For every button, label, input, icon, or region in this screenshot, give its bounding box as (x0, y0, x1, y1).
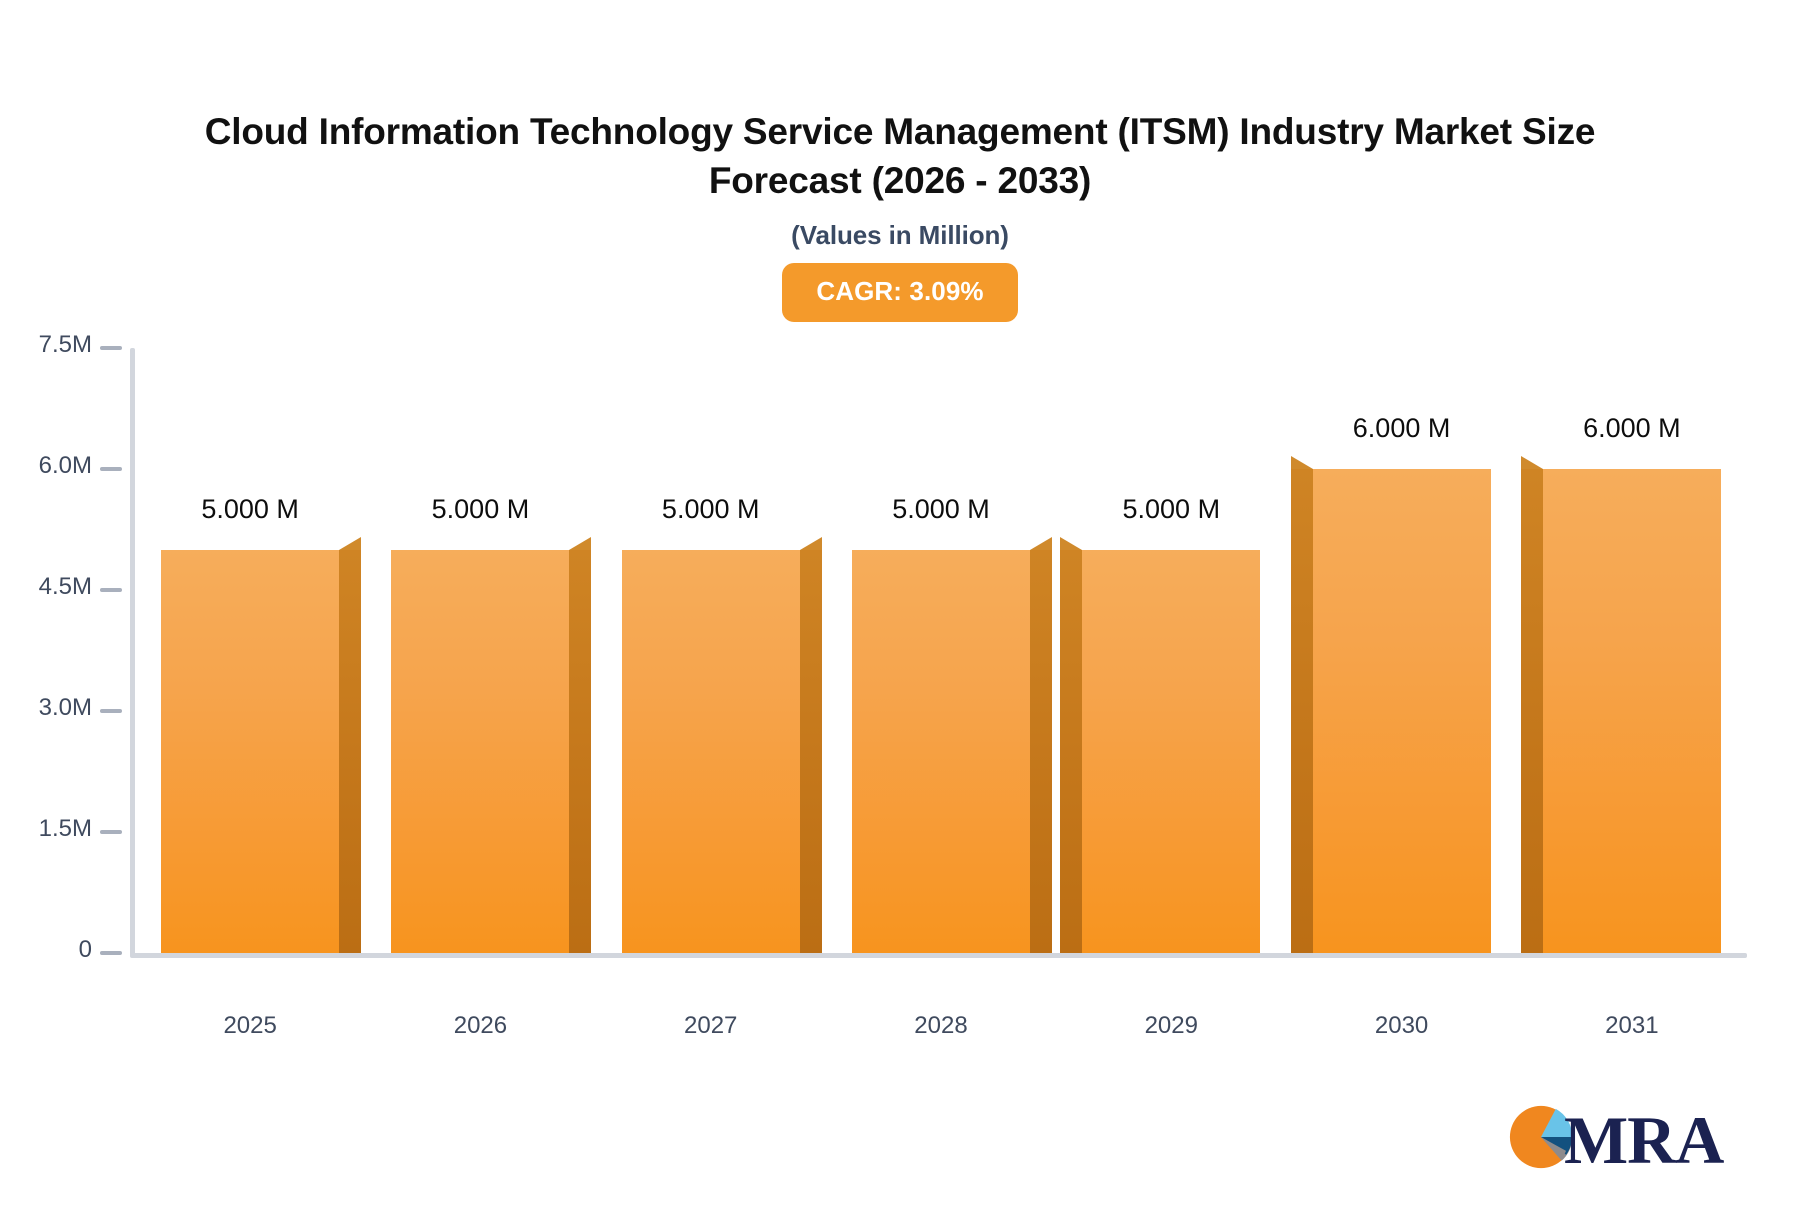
x-axis-label-2027: 2027 (684, 1012, 738, 1039)
y-axis-tick-label: 7.5M (38, 331, 92, 358)
bar-side-panel (1520, 469, 1543, 953)
bar-top-bevel (1060, 536, 1083, 550)
pie-chart-mark-icon (1504, 1100, 1578, 1179)
bar-side-panel (1060, 549, 1083, 953)
bar-face (1082, 549, 1261, 953)
y-axis-line (130, 348, 135, 957)
y-axis-tick-mark (100, 830, 122, 834)
y-axis-tick-mark (100, 467, 122, 471)
bar-2030[interactable] (1290, 456, 1491, 953)
bar-face (1542, 469, 1721, 953)
bar-value-label: 5.000 M (1122, 493, 1221, 524)
bar-value-label: 5.000 M (892, 493, 990, 524)
y-axis-tick-label: 1.5M (38, 815, 92, 842)
page-title: Cloud Information Technology Service Man… (204, 111, 1596, 201)
x-axis-line (130, 953, 1747, 958)
bar-side-panel (1030, 549, 1052, 953)
bar-face (161, 549, 340, 953)
y-axis-tick-mark (100, 346, 122, 350)
mra-logo: MRA (1504, 1100, 1724, 1179)
cagr-badge-wrap: CAGR: 3.09% (0, 263, 1800, 322)
x-axis-label-2030: 2030 (1374, 1012, 1429, 1039)
x-axis-label-2029: 2029 (1144, 1012, 1198, 1039)
bar-face (621, 549, 800, 953)
bar-2027[interactable] (621, 536, 822, 953)
y-axis-tick-label: 4.5M (38, 573, 92, 600)
bar-2026[interactable] (391, 536, 592, 953)
x-axis-label-2028: 2028 (914, 1012, 968, 1039)
bar-2025[interactable] (161, 536, 362, 953)
bar-side-panel (799, 549, 822, 953)
cagr-badge: CAGR: 3.09% (782, 263, 1018, 322)
bar-side-panel (339, 549, 362, 953)
x-axis-label-2026: 2026 (453, 1012, 508, 1039)
bar-top-bevel (569, 536, 592, 550)
bar-top-bevel (339, 536, 362, 550)
bar-top-bevel (1520, 456, 1543, 469)
bar-value-label: 5.000 M (201, 493, 299, 524)
logo-text: MRA (1564, 1101, 1724, 1178)
bar-face (391, 549, 570, 953)
x-axis-label-2031: 2031 (1605, 1012, 1659, 1039)
bar-2029[interactable] (1060, 536, 1261, 953)
x-axis-label-2025: 2025 (223, 1012, 277, 1039)
bar-face (852, 549, 1030, 953)
y-axis-tick-label: 3.0M (38, 694, 92, 721)
bar-2028[interactable] (852, 536, 1052, 953)
bar-value-label: 6.000 M (1583, 413, 1681, 443)
bar-top-bevel (799, 536, 822, 550)
y-axis-tick-mark (100, 588, 122, 592)
y-axis-tick-label: 0 (78, 936, 92, 963)
y-axis-tick-mark (100, 709, 122, 713)
bar-2031[interactable] (1520, 456, 1721, 953)
title-block: Cloud Information Technology Service Man… (0, 108, 1800, 251)
bar-top-bevel (1290, 456, 1313, 469)
bar-value-label: 5.000 M (661, 493, 760, 524)
bar-face (1312, 469, 1491, 953)
bar-top-bevel (1030, 536, 1052, 550)
bar-side-panel (569, 549, 592, 953)
bar-value-label: 6.000 M (1352, 413, 1451, 443)
bar-side-panel (1290, 469, 1313, 953)
bar-value-label: 5.000 M (431, 493, 530, 524)
y-axis-tick-mark (100, 951, 122, 955)
y-axis-tick-label: 6.0M (38, 452, 92, 479)
chart-subtitle: (Values in Million) (791, 219, 1009, 250)
